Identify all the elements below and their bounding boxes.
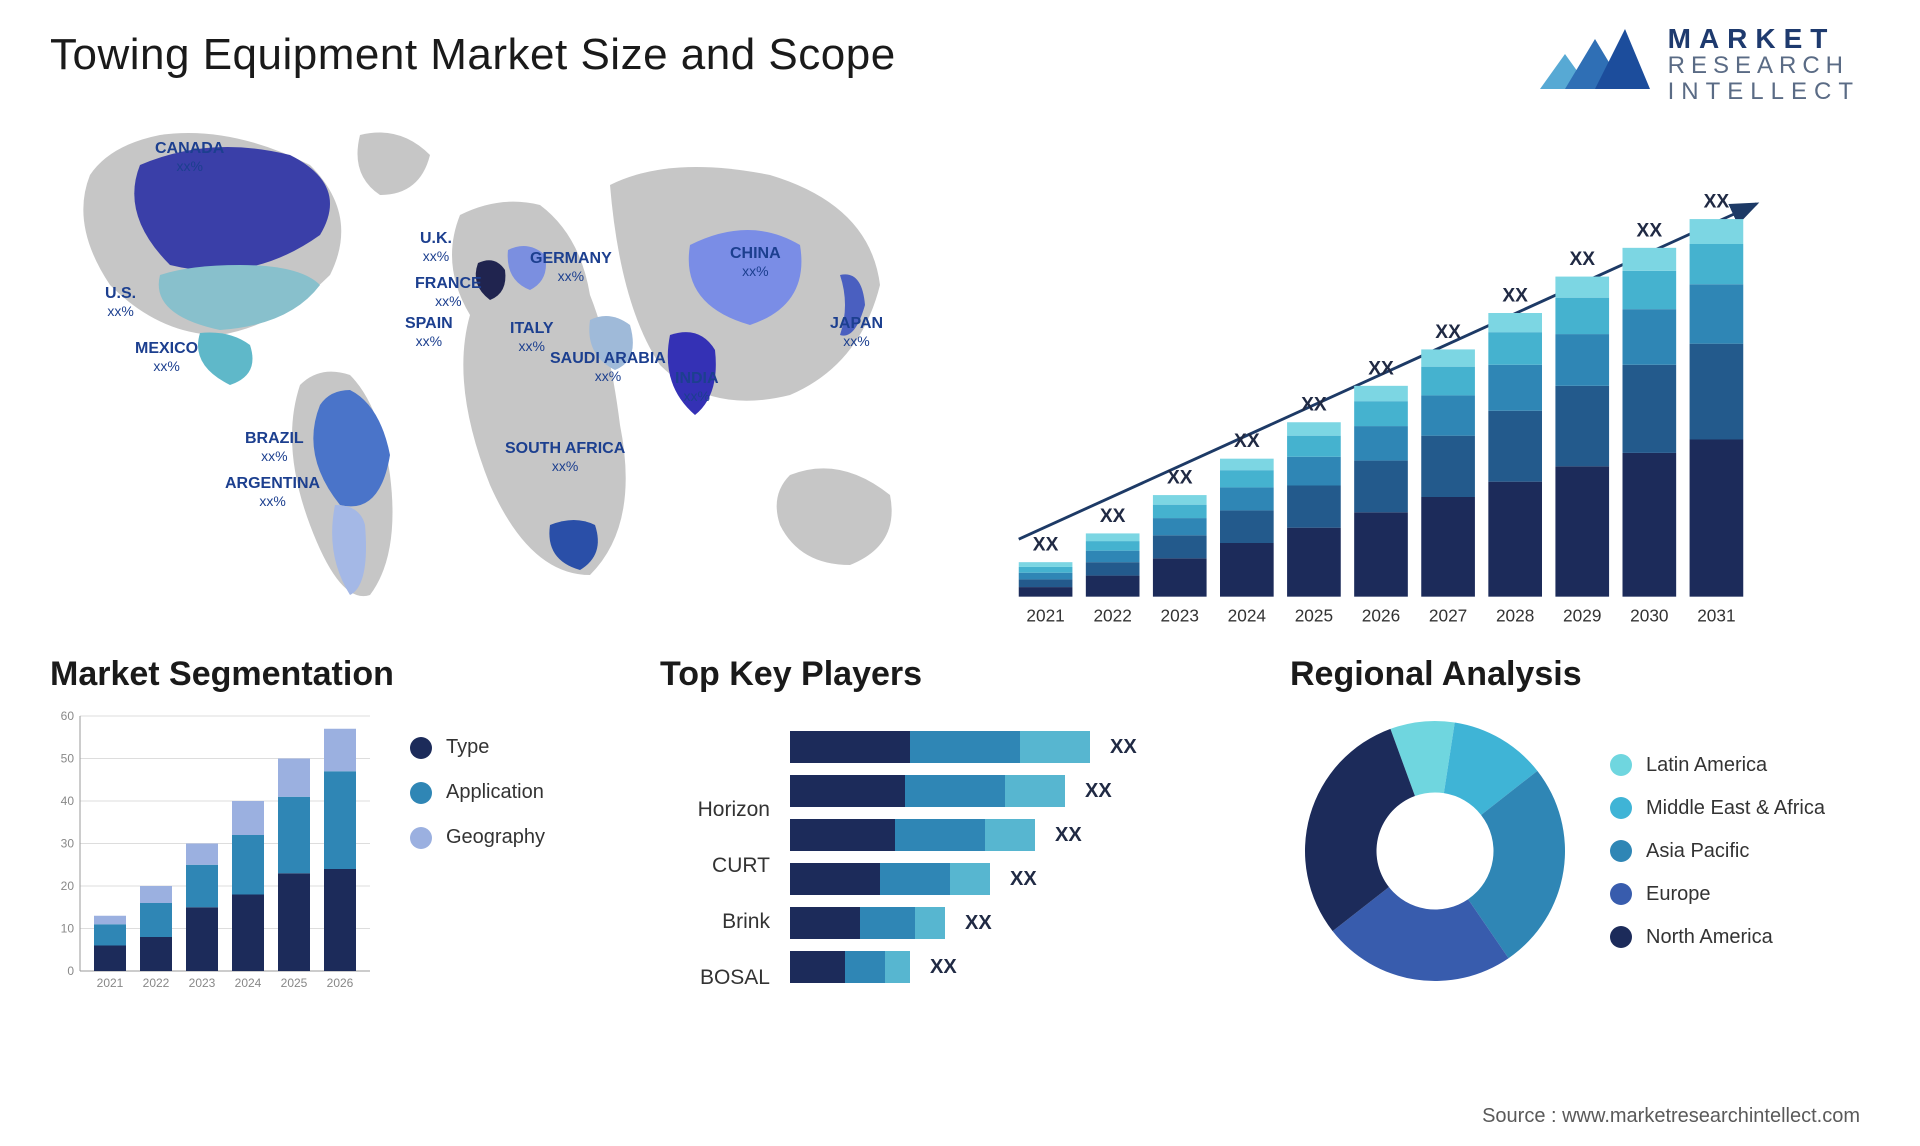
- player-label: Brink: [660, 906, 770, 938]
- svg-text:XX: XX: [1502, 286, 1528, 307]
- map-label: CHINAxx%: [730, 245, 781, 280]
- world-map: CANADAxx% U.S.xx% MEXICOxx% BRAZILxx% ARGENT…: [50, 105, 950, 635]
- logo-line3: INTELLECT: [1668, 79, 1860, 104]
- svg-text:XX: XX: [930, 956, 957, 978]
- logo-line1: MARKET: [1668, 24, 1860, 53]
- svg-text:2022: 2022: [1093, 606, 1131, 626]
- svg-text:2022: 2022: [143, 976, 170, 990]
- svg-text:XX: XX: [965, 912, 992, 934]
- map-label: MEXICOxx%: [135, 340, 198, 375]
- regional-title: Regional Analysis: [1290, 655, 1870, 694]
- key-players-chart: XXXXXXXXXXXX: [790, 721, 1240, 1006]
- legend-item: North America: [1610, 926, 1825, 949]
- svg-text:20: 20: [61, 879, 75, 893]
- player-label: BOSAL: [660, 962, 770, 994]
- svg-text:2029: 2029: [1563, 606, 1601, 626]
- map-label: U.S.xx%: [105, 285, 136, 320]
- segmentation-legend: Type Application Geography: [410, 736, 545, 849]
- svg-text:60: 60: [61, 709, 75, 723]
- svg-text:XX: XX: [1100, 506, 1126, 527]
- legend-item: Europe: [1610, 883, 1825, 906]
- svg-text:XX: XX: [1010, 868, 1037, 890]
- map-label: BRAZILxx%: [245, 430, 304, 465]
- regional-panel: Regional Analysis Latin America Middle Ea…: [1290, 655, 1870, 1006]
- svg-text:XX: XX: [1167, 468, 1193, 489]
- segmentation-panel: Market Segmentation 0 10 20 30 40 50 60 2021 202…: [50, 655, 610, 1006]
- map-label: INDIAxx%: [675, 370, 719, 405]
- svg-text:XX: XX: [1704, 192, 1730, 213]
- brand-logo: MARKET RESEARCH INTELLECT: [1540, 24, 1860, 104]
- svg-text:2021: 2021: [97, 976, 124, 990]
- svg-text:2030: 2030: [1630, 606, 1668, 626]
- svg-text:XX: XX: [1085, 780, 1112, 802]
- svg-text:30: 30: [61, 837, 75, 851]
- svg-text:50: 50: [61, 752, 75, 766]
- regional-legend: Latin America Middle East & Africa Asia Pa…: [1610, 754, 1825, 949]
- svg-text:2023: 2023: [189, 976, 216, 990]
- player-label: Horizon: [660, 794, 770, 826]
- map-label: CANADAxx%: [155, 140, 224, 175]
- svg-text:2027: 2027: [1429, 606, 1467, 626]
- legend-item: Application: [410, 781, 545, 804]
- svg-text:XX: XX: [1110, 736, 1137, 758]
- map-label: SOUTH AFRICAxx%: [505, 440, 625, 475]
- segmentation-chart: 0 10 20 30 40 50 60 2021 2022 2023 2024 2025 2026: [50, 706, 380, 996]
- svg-text:XX: XX: [1368, 358, 1394, 379]
- svg-text:0: 0: [67, 964, 74, 978]
- segmentation-title: Market Segmentation: [50, 655, 610, 694]
- legend-item: Type: [410, 736, 545, 759]
- svg-text:2026: 2026: [327, 976, 354, 990]
- map-label: FRANCExx%: [415, 275, 482, 310]
- svg-text:2021: 2021: [1026, 606, 1064, 626]
- svg-text:2026: 2026: [1362, 606, 1400, 626]
- svg-text:40: 40: [61, 794, 75, 808]
- regional-donut: [1290, 706, 1580, 996]
- svg-text:2023: 2023: [1161, 606, 1199, 626]
- key-players-title: Top Key Players: [660, 655, 1240, 694]
- svg-text:XX: XX: [1301, 395, 1327, 416]
- svg-text:XX: XX: [1234, 431, 1260, 452]
- svg-text:2024: 2024: [1228, 606, 1267, 626]
- key-players-labels: Horizon CURT Brink BOSAL: [660, 706, 770, 1006]
- map-label: JAPANxx%: [830, 315, 883, 350]
- logo-line2: RESEARCH: [1668, 53, 1860, 78]
- svg-text:XX: XX: [1435, 322, 1461, 343]
- svg-text:2028: 2028: [1496, 606, 1534, 626]
- svg-text:XX: XX: [1569, 249, 1595, 270]
- svg-text:XX: XX: [1055, 824, 1082, 846]
- growth-chart: XX 2021 XX 2022 XX 2023 XX 2024 XX 2025 XX 2026 XX 20…: [990, 105, 1870, 635]
- key-players-panel: Top Key Players Horizon CURT Brink BOSAL XX…: [660, 655, 1240, 1006]
- map-label: ITALYxx%: [510, 320, 554, 355]
- map-label: ARGENTINAxx%: [225, 475, 320, 510]
- map-label: GERMANYxx%: [530, 250, 612, 285]
- legend-item: Latin America: [1610, 754, 1825, 777]
- svg-text:10: 10: [61, 922, 75, 936]
- map-label: U.K.xx%: [420, 230, 452, 265]
- legend-item: Middle East & Africa: [1610, 797, 1825, 820]
- svg-text:XX: XX: [1033, 535, 1059, 556]
- svg-text:2025: 2025: [1295, 606, 1333, 626]
- logo-peaks-icon: [1540, 29, 1650, 99]
- svg-text:2025: 2025: [281, 976, 308, 990]
- source-label: Source : www.marketresearchintellect.com: [1482, 1105, 1860, 1128]
- map-label: SAUDI ARABIAxx%: [550, 350, 666, 385]
- legend-item: Asia Pacific: [1610, 840, 1825, 863]
- legend-item: Geography: [410, 826, 545, 849]
- svg-text:2024: 2024: [235, 976, 262, 990]
- player-label: CURT: [660, 850, 770, 882]
- svg-text:XX: XX: [1637, 220, 1663, 241]
- map-label: SPAINxx%: [405, 315, 453, 350]
- svg-text:2031: 2031: [1697, 606, 1735, 626]
